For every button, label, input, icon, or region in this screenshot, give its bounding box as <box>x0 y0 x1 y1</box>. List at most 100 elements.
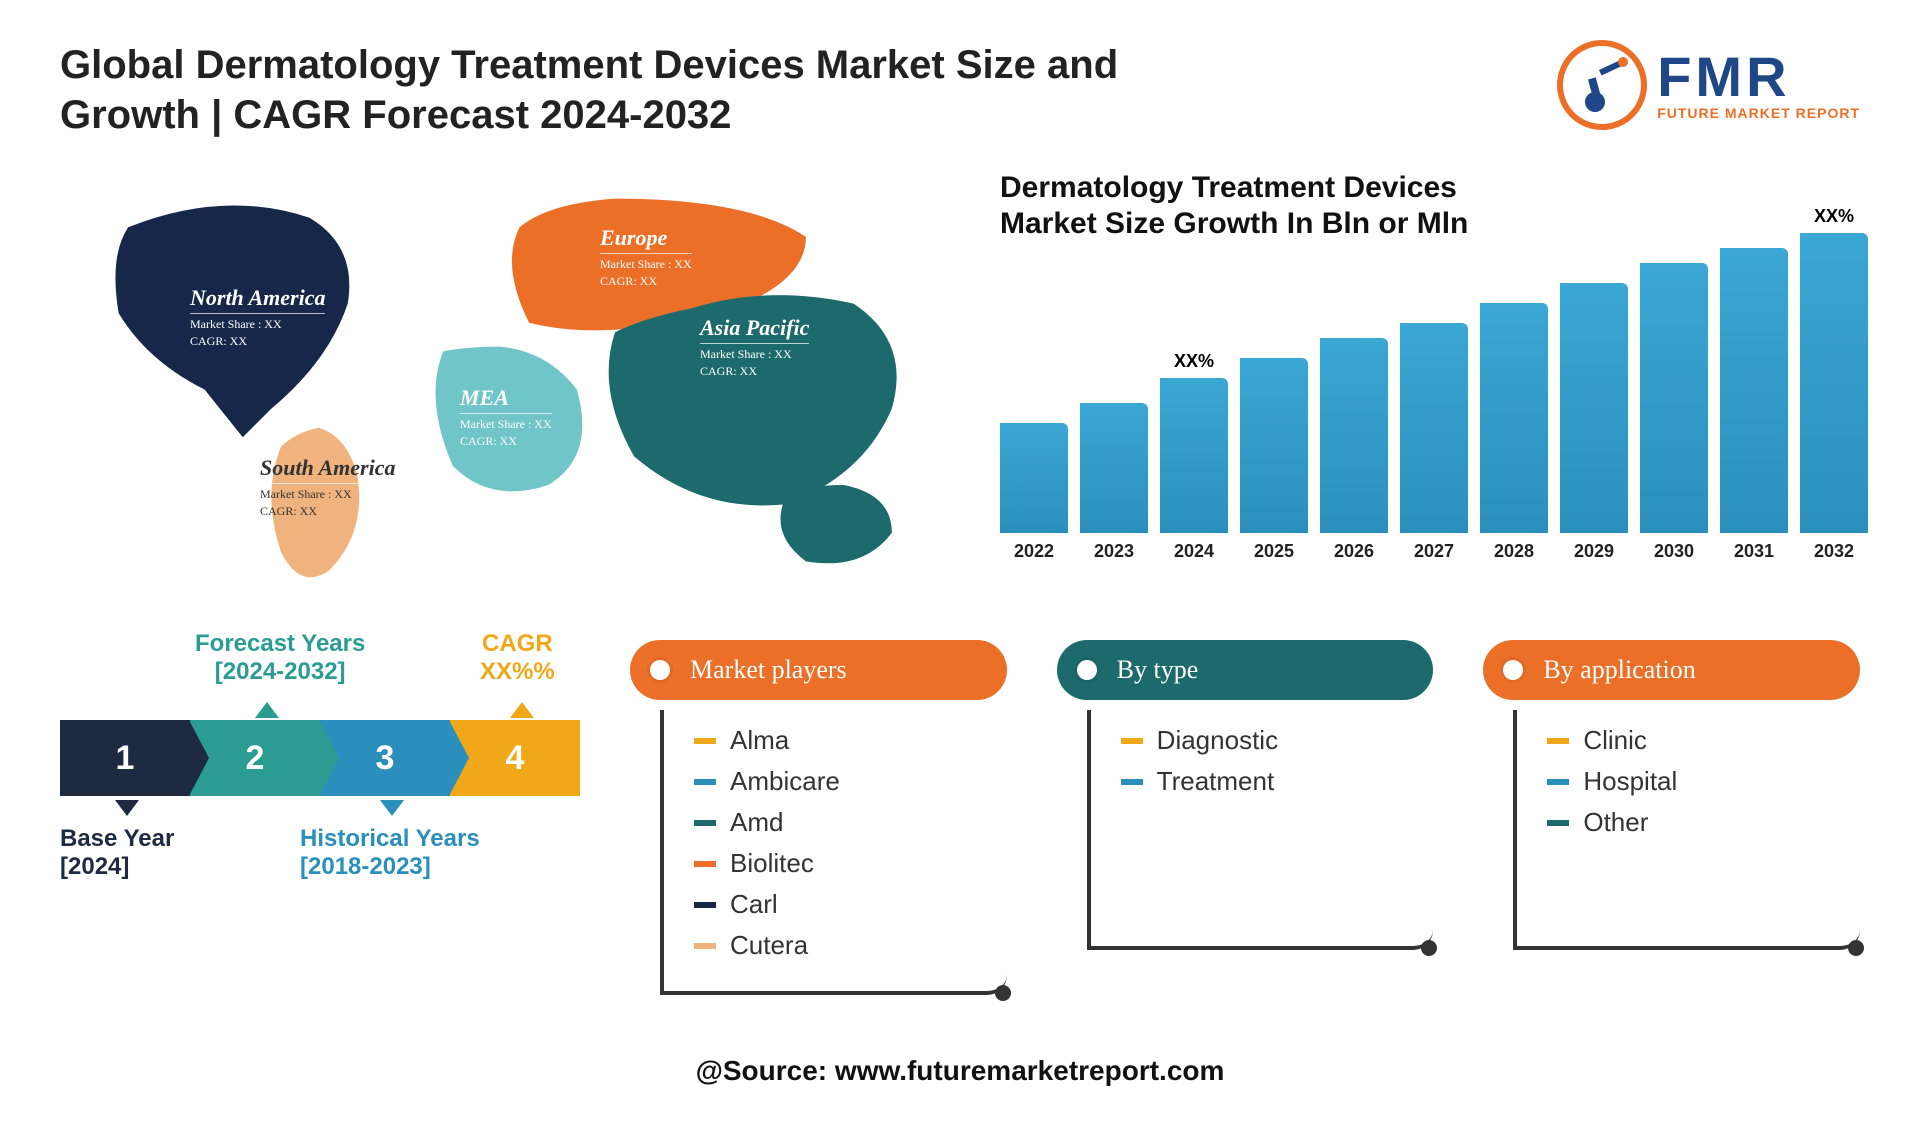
arrow-down-icon <box>115 800 139 816</box>
pill-item-text: Biolitec <box>730 848 814 879</box>
list-item: Ambicare <box>694 766 987 797</box>
list-item: Hospital <box>1547 766 1840 797</box>
region-share: Market Share : XX <box>700 346 809 363</box>
pill-item-text: Amd <box>730 807 783 838</box>
timeline-segment: 1 <box>60 720 190 796</box>
cagr-label-2: XX%% <box>480 658 555 686</box>
chart-bar <box>1560 283 1628 533</box>
pill-list: Alma Ambicare Amd Biolitec Carl Cutera <box>660 710 1007 995</box>
region-label: Europe Market Share : XX CAGR: XX <box>600 225 692 290</box>
forecast-label-1: Forecast Years <box>195 630 365 658</box>
bar-column: 2025 <box>1240 330 1308 562</box>
bar-year-label: 2032 <box>1814 541 1854 562</box>
bar-column: XX% 2024 <box>1160 351 1228 562</box>
bar-year-label: 2026 <box>1334 541 1374 562</box>
region-cagr: CAGR: XX <box>190 333 325 350</box>
timeline-segment: 4 <box>450 720 580 796</box>
dash-icon <box>1121 738 1143 744</box>
region-aus <box>780 485 891 563</box>
bar-year-label: 2023 <box>1094 541 1134 562</box>
region-share: Market Share : XX <box>460 416 552 433</box>
region-cagr: CAGR: XX <box>260 503 396 520</box>
bar-year-label: 2028 <box>1494 541 1534 562</box>
arrow-up-icon <box>510 702 534 718</box>
region-name: Asia Pacific <box>700 315 809 344</box>
map-svg <box>60 170 960 590</box>
bar-year-label: 2027 <box>1414 541 1454 562</box>
list-item: Amd <box>694 807 987 838</box>
list-item: Biolitec <box>694 848 987 879</box>
dash-icon <box>1547 738 1569 744</box>
pill-item-text: Treatment <box>1157 766 1275 797</box>
chart-bar <box>1480 303 1548 533</box>
timeline: Forecast Years [2024-2032] CAGR XX%% 123… <box>60 640 580 796</box>
region-name: MEA <box>460 385 552 414</box>
arrow-up-icon <box>255 702 279 718</box>
region-cagr: CAGR: XX <box>460 433 552 450</box>
pill-item-text: Hospital <box>1583 766 1677 797</box>
region-share: Market Share : XX <box>260 486 396 503</box>
cagr-label-1: CAGR <box>480 630 555 658</box>
list-item: Clinic <box>1547 725 1840 756</box>
pill-section: Market players Alma Ambicare Amd Biolitec Car… <box>630 640 1860 995</box>
bar-chart-area: Dermatology Treatment Devices Market Siz… <box>1000 170 1868 590</box>
bar-annotation: XX% <box>1814 206 1854 227</box>
list-item: Diagnostic <box>1121 725 1414 756</box>
chart-bar <box>1240 358 1308 533</box>
pill-dot-icon <box>1077 660 1097 680</box>
pill-dot-icon <box>650 660 670 680</box>
chart-title: Dermatology Treatment Devices Market Siz… <box>1000 170 1540 242</box>
pill-item-text: Carl <box>730 889 778 920</box>
bar-year-label: 2022 <box>1014 541 1054 562</box>
pill-header: By application <box>1483 640 1860 700</box>
pill-title: By application <box>1543 655 1695 685</box>
chart-bar <box>1320 338 1388 533</box>
region-name: North America <box>190 285 325 314</box>
region-cagr: CAGR: XX <box>600 273 692 290</box>
pill-item-text: Other <box>1583 807 1648 838</box>
list-item: Alma <box>694 725 987 756</box>
chart-bar <box>1000 423 1068 533</box>
chart-bar <box>1720 248 1788 533</box>
bar-year-label: 2031 <box>1734 541 1774 562</box>
dash-icon <box>694 738 716 744</box>
list-item: Cutera <box>694 930 987 961</box>
pill-list: Diagnostic Treatment <box>1087 710 1434 950</box>
bar-column: XX% 2032 <box>1800 206 1868 562</box>
dash-icon <box>694 820 716 826</box>
pill-item-text: Ambicare <box>730 766 840 797</box>
pill-title: By type <box>1117 655 1199 685</box>
pill-column: By application Clinic Hospital Other <box>1483 640 1860 995</box>
pill-column: Market players Alma Ambicare Amd Biolitec Car… <box>630 640 1007 995</box>
pill-header: By type <box>1057 640 1434 700</box>
region-cagr: CAGR: XX <box>700 363 809 380</box>
region-label: Asia Pacific Market Share : XX CAGR: XX <box>700 315 809 380</box>
timeline-segment: 3 <box>320 720 450 796</box>
list-item: Other <box>1547 807 1840 838</box>
hist-label-2: [2018-2023] <box>300 853 480 881</box>
bar-column: 2030 <box>1640 235 1708 562</box>
source-text: @Source: www.futuremarketreport.com <box>60 1055 1860 1087</box>
header: Global Dermatology Treatment Devices Mar… <box>60 40 1860 140</box>
chart-bar <box>1080 403 1148 533</box>
dash-icon <box>1547 779 1569 785</box>
bar-year-label: 2030 <box>1654 541 1694 562</box>
forecast-label-2: [2024-2032] <box>195 658 365 686</box>
chart-bar <box>1400 323 1468 533</box>
bar-column: 2026 <box>1320 310 1388 562</box>
pill-header: Market players <box>630 640 1007 700</box>
chart-bar <box>1160 378 1228 533</box>
bar-column: 2027 <box>1400 295 1468 562</box>
region-name: South America <box>260 455 396 484</box>
region-share: Market Share : XX <box>190 316 325 333</box>
dash-icon <box>694 779 716 785</box>
bar-column: 2029 <box>1560 255 1628 562</box>
pill-column: By type Diagnostic Treatment <box>1057 640 1434 995</box>
region-share: Market Share : XX <box>600 256 692 273</box>
region-label: North America Market Share : XX CAGR: XX <box>190 285 325 350</box>
world-map: North America Market Share : XX CAGR: XX… <box>60 170 960 590</box>
logo-icon <box>1557 40 1647 130</box>
pill-list: Clinic Hospital Other <box>1513 710 1860 950</box>
pill-item-text: Diagnostic <box>1157 725 1278 756</box>
pill-item-text: Alma <box>730 725 789 756</box>
